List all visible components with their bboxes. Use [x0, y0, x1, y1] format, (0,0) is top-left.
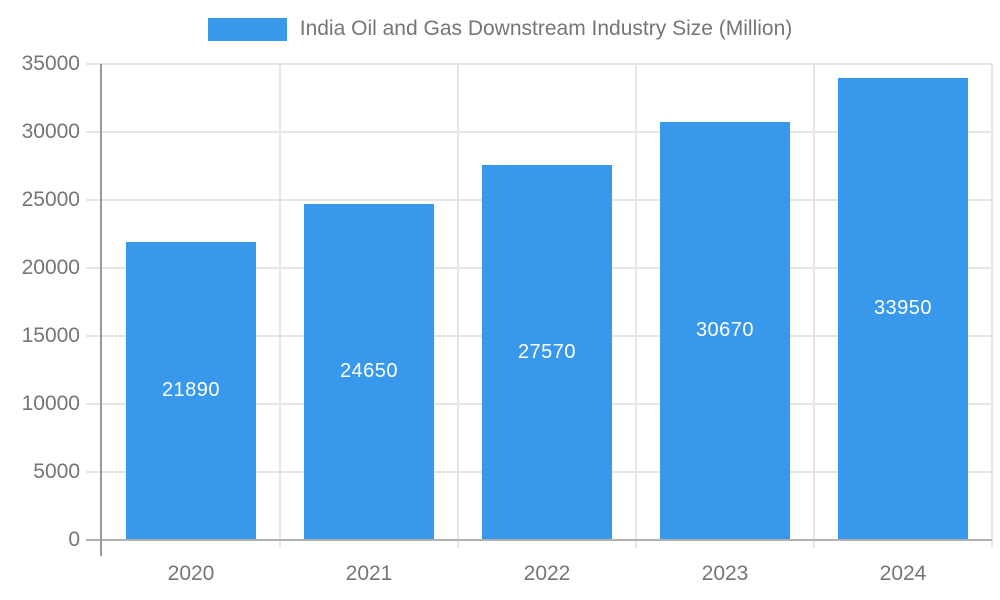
bar-value-label: 33950 [873, 297, 933, 320]
x-tick-label: 2022 [523, 562, 571, 585]
y-tick-label: 25000 [21, 187, 80, 211]
y-tick-label: 15000 [21, 323, 80, 347]
x-tick-label: 2021 [345, 562, 393, 585]
bar: 21890 [126, 241, 256, 540]
vertical-gridline [991, 63, 993, 548]
x-tick-label: 2023 [701, 562, 749, 585]
vertical-gridline [279, 63, 281, 548]
legend-label: India Oil and Gas Downstream Industry Si… [299, 17, 793, 40]
y-tick-label: 10000 [21, 391, 80, 415]
x-tick-label: 2020 [167, 562, 215, 585]
bar-value-label: 30670 [695, 319, 755, 342]
y-tick-label: 35000 [21, 51, 80, 75]
bar: 33950 [838, 77, 968, 540]
bar: 27570 [482, 164, 612, 540]
vertical-gridline [635, 63, 637, 548]
vertical-gridline [457, 63, 459, 548]
legend-swatch [207, 17, 287, 41]
bar: 30670 [660, 122, 790, 540]
bar-value-label: 24650 [339, 360, 399, 383]
y-tick-label: 5000 [33, 459, 80, 483]
y-axis-line [100, 63, 102, 556]
vertical-gridline [813, 63, 815, 548]
y-tick-label: 30000 [21, 119, 80, 143]
horizontal-gridline [86, 62, 992, 65]
horizontal-gridline [86, 130, 992, 133]
y-tick-label: 0 [68, 527, 80, 551]
x-tick-label: 2024 [879, 562, 927, 585]
x-axis-baseline [86, 538, 992, 541]
chart-legend: India Oil and Gas Downstream Industry Si… [0, 16, 1000, 42]
bar-value-label: 27570 [517, 340, 577, 363]
bar: 24650 [304, 204, 434, 540]
y-tick-label: 20000 [21, 255, 80, 279]
bar-value-label: 21890 [161, 379, 221, 402]
